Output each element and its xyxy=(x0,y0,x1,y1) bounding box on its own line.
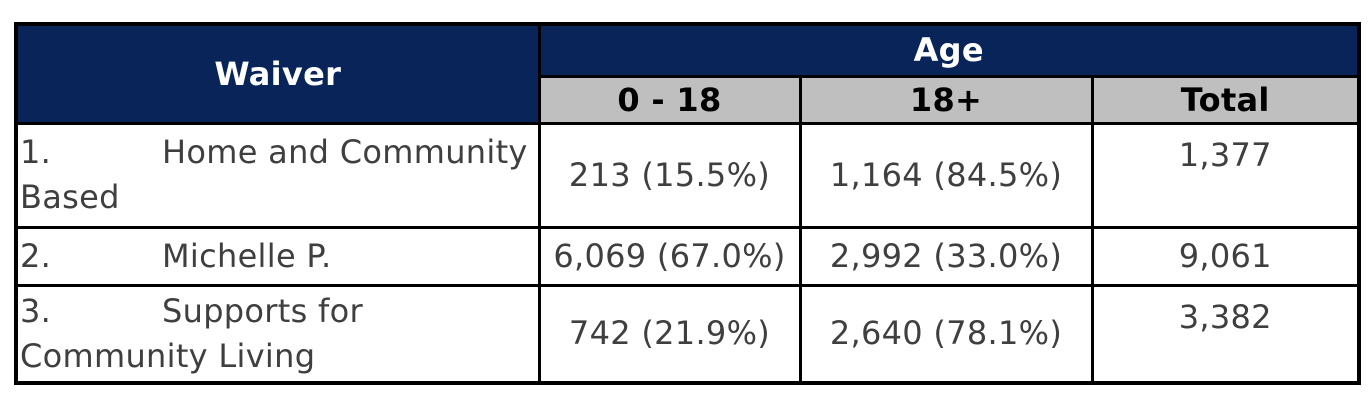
waiver-name: Home and Community Based xyxy=(20,133,528,216)
table-row-home-and-community-based: 1. Home and Community Based 213 (15.5%) … xyxy=(14,121,1361,229)
age-0-18-value: 742 (21.9%) xyxy=(537,283,802,385)
waiver-name-cell: 1. Home and Community Based xyxy=(14,121,541,229)
age-group-header: Age xyxy=(537,22,1361,78)
waiver-name: Michelle P. xyxy=(162,236,332,275)
table-row-michelle-p: 2. Michelle P. 6,069 (67.0%) 2,992 (33.0… xyxy=(14,225,1361,287)
age-0-18-value: 213 (15.5%) xyxy=(537,121,802,229)
column-header-18-plus: 18+ xyxy=(798,74,1094,125)
total-value: 1,377 xyxy=(1090,121,1361,229)
column-header-total: Total xyxy=(1090,74,1361,125)
header-row-age: Waiver Age xyxy=(14,22,1361,125)
waiver-name: Supports for Community Living xyxy=(20,291,363,375)
waiver-name-cell: 3. Supports for Community Living xyxy=(14,283,541,385)
waiver-name-text: 2. Michelle P. xyxy=(20,234,536,279)
age-18-plus-value: 2,992 (33.0%) xyxy=(798,225,1094,287)
total-value: 3,382 xyxy=(1090,283,1361,385)
header-row-age-columns: 0 - 18 18+ Total xyxy=(16,74,1361,125)
waiver-name-text: 3. Supports for Community Living xyxy=(20,289,536,379)
age-18-plus-value: 1,164 (84.5%) xyxy=(798,121,1094,229)
waiver-column-header: Waiver xyxy=(14,22,541,125)
waiver-row-number: 1. xyxy=(20,133,52,172)
column-header-0-18: 0 - 18 xyxy=(537,74,802,125)
waiver-name-cell: 2. Michelle P. xyxy=(14,225,541,287)
waiver-name-text: 1. Home and Community Based xyxy=(20,130,536,220)
waiver-row-number: 3. xyxy=(20,291,52,330)
waiver-age-table: Waiver Age 0 - 18 18+ Total 1. Home and … xyxy=(14,22,1361,385)
total-value: 9,061 xyxy=(1090,225,1361,287)
waiver-row-number: 2. xyxy=(20,236,52,275)
table-row-supports-for-community-living: 3. Supports for Community Living 742 (21… xyxy=(14,283,1361,385)
age-18-plus-value: 2,640 (78.1%) xyxy=(798,283,1094,385)
age-0-18-value: 6,069 (67.0%) xyxy=(537,225,802,287)
